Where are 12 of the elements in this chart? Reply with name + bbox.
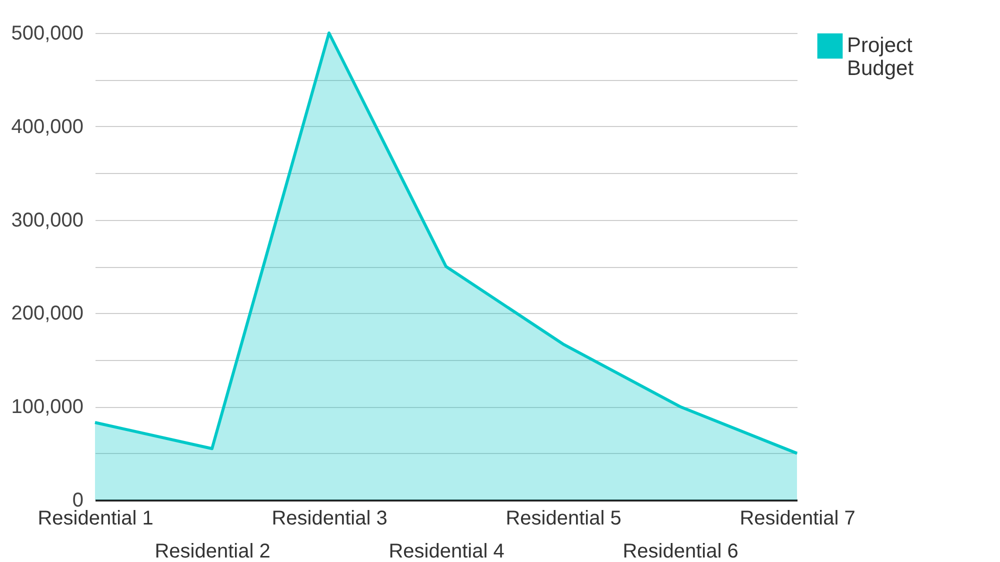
y-tick-label: 500,000 <box>11 22 84 44</box>
y-tick-label: 200,000 <box>11 302 84 325</box>
x-tick-label: Residential 4 <box>388 540 504 562</box>
legend-label: Project Budget <box>847 34 914 80</box>
x-tick-label: Residential 7 <box>740 508 856 530</box>
y-tick-label: 400,000 <box>11 116 84 138</box>
x-tick-label: Residential 2 <box>154 540 270 562</box>
x-tick-label: Residential 3 <box>272 508 388 530</box>
y-tick-label: 300,000 <box>11 209 84 232</box>
x-tick-label: Residential 5 <box>506 508 622 530</box>
x-tick-label: Residential 6 <box>622 540 738 562</box>
y-tick-label: 100,000 <box>11 396 84 418</box>
